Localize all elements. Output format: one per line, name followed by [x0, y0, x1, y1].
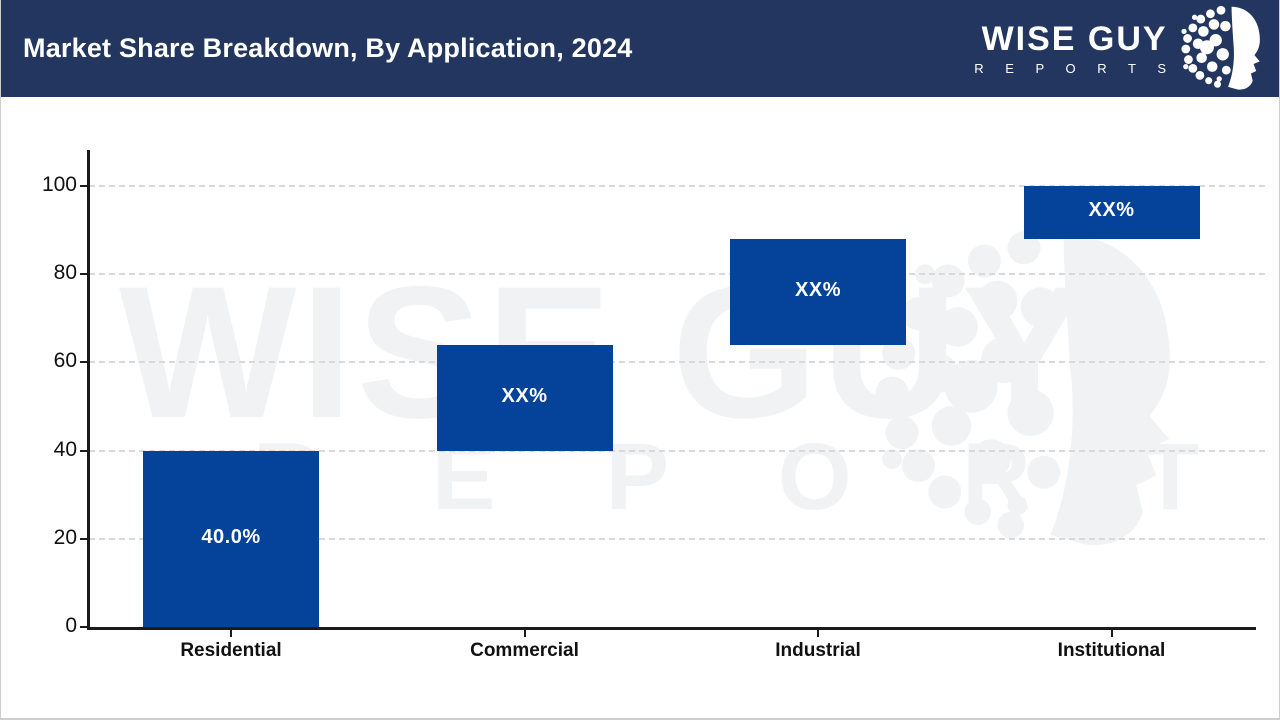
- y-axis-tick-mark: [80, 537, 88, 540]
- gridline: [89, 449, 1265, 452]
- page-title: Market Share Breakdown, By Application, …: [23, 33, 633, 63]
- x-axis-category-label: Industrial: [775, 640, 861, 661]
- x-axis-tick-mark: [817, 630, 819, 637]
- y-axis-tick-mark: [80, 449, 88, 452]
- y-axis-tick-label: 0: [65, 614, 77, 637]
- y-axis-line: [87, 150, 90, 630]
- y-axis-tick-mark: [80, 185, 88, 187]
- y-axis-tick-label: 20: [53, 525, 77, 549]
- gridline: [89, 537, 1265, 540]
- y-axis-tick-label: 40: [53, 437, 77, 461]
- x-axis-category-label: Institutional: [1057, 640, 1166, 661]
- bar-segment: [143, 450, 319, 627]
- brand-wordmark: WISE GUY R E P O R T S: [974, 22, 1175, 75]
- y-axis-tick-label: 60: [53, 349, 77, 373]
- header: Market Share Breakdown, By Application, …: [1, 0, 1279, 97]
- x-axis-tick-mark: [523, 630, 526, 637]
- x-axis-tick-mark: [1110, 630, 1113, 637]
- watermark-head-icon: [859, 218, 1189, 573]
- gridline: [89, 361, 1265, 364]
- bar-value-label: XX%: [795, 278, 841, 301]
- x-axis-category-label: Residential: [180, 640, 282, 661]
- x-axis-category-label: Commercial: [470, 640, 579, 661]
- y-axis-tick-label: 80: [53, 261, 77, 285]
- x-axis-tick-mark: [230, 630, 232, 637]
- bar-value-label: 40.0%: [201, 525, 261, 548]
- x-axis-line: [87, 627, 1256, 630]
- wiseguy-head-icon: [1177, 5, 1265, 93]
- brand-name: WISE GUY: [981, 20, 1168, 58]
- brand-logo: WISE GUY R E P O R T S: [974, 5, 1265, 93]
- y-axis-tick-mark: [80, 273, 88, 276]
- bar-value-label: XX%: [1088, 199, 1135, 222]
- bar-segment: [1023, 186, 1200, 239]
- gridline: [89, 273, 1265, 276]
- bar-segment: [436, 344, 613, 451]
- brand-subname: R E P O R T S: [974, 61, 1175, 76]
- y-axis-tick-mark: [80, 626, 88, 628]
- y-axis-tick-mark: [80, 361, 88, 364]
- y-axis-tick-label: 100: [41, 173, 77, 196]
- gridline: [89, 185, 1265, 187]
- bar-value-label: XX%: [501, 384, 548, 407]
- watermark-text-line2: R E P O R T S: [253, 424, 1279, 530]
